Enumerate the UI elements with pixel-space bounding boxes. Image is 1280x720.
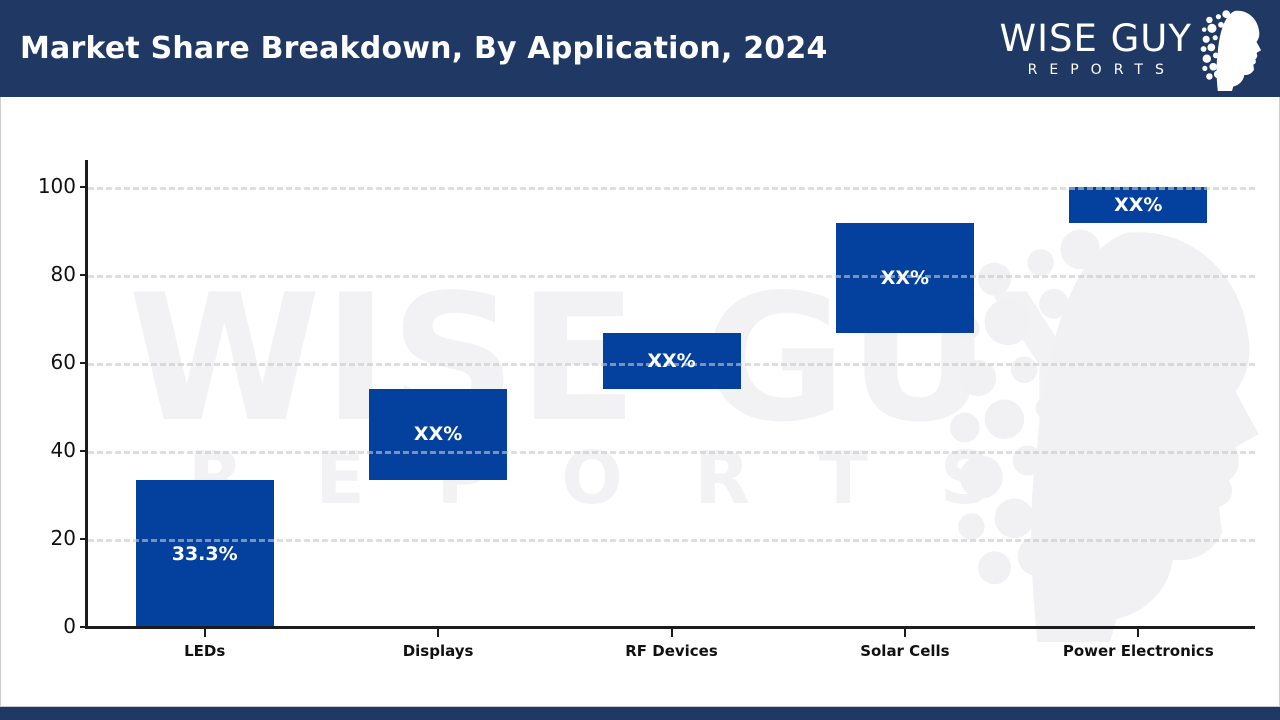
x-axis-label: Displays — [402, 642, 474, 660]
header-bar: Market Share Breakdown, By Application, … — [0, 0, 1280, 97]
bar-solar-cells — [835, 223, 974, 334]
y-tick — [80, 186, 88, 188]
bar-value-label: XX% — [1114, 194, 1163, 217]
x-axis-label: Power Electronics — [1062, 642, 1214, 660]
wise-guy-head-icon — [1200, 9, 1262, 91]
gridline — [88, 187, 1255, 190]
bar-displays — [369, 388, 508, 481]
gridline — [88, 275, 1255, 278]
x-tick — [903, 629, 906, 637]
logo-wordmark: WISE GUY REPORTS — [1000, 20, 1192, 77]
watermark-head-icon — [949, 229, 1259, 642]
y-tick-label: 60 — [50, 350, 76, 374]
x-tick — [203, 629, 206, 637]
y-tick-label: 80 — [50, 262, 76, 286]
x-axis-label: RF Devices — [625, 642, 718, 660]
x-axis-label: Solar Cells — [860, 642, 950, 660]
x-tick — [1137, 629, 1140, 637]
bar-value-label: XX% — [880, 267, 930, 290]
y-tick-label: 100 — [37, 174, 76, 198]
chart-area: WISE GUY REPORTS 0 20 40 60 80 100 33.3% LEDs XX… — [0, 97, 1280, 707]
footer-bar — [0, 706, 1280, 720]
y-tick — [80, 538, 88, 540]
wise-guy-logo: WISE GUY REPORTS — [1000, 7, 1266, 91]
gridline — [88, 363, 1255, 366]
x-tick — [437, 629, 440, 637]
x-axis-label: LEDs — [184, 642, 226, 660]
page-title: Market Share Breakdown, By Application, … — [20, 31, 828, 66]
bar-value-label: XX% — [647, 349, 696, 372]
bar-leds — [135, 480, 274, 627]
gridline — [88, 539, 1255, 542]
watermark-wordmark-line2: REPORTS — [188, 436, 1064, 520]
logo-wordmark-line2: REPORTS — [1027, 62, 1176, 78]
bar-power-electronics — [1069, 187, 1208, 224]
x-tick — [670, 629, 673, 637]
y-tick-label: 20 — [50, 526, 76, 550]
y-tick — [80, 362, 88, 364]
gridline — [88, 451, 1255, 454]
y-tick — [80, 626, 88, 628]
bar-value-label: XX% — [413, 423, 463, 446]
bar-rf-devices — [602, 333, 741, 389]
y-tick — [80, 450, 88, 452]
bar-value-label: 33.3% — [171, 542, 238, 565]
y-tick-label: 0 — [63, 614, 76, 638]
y-tick — [80, 274, 88, 276]
x-axis-line — [85, 626, 1255, 629]
logo-wordmark-line1: WISE GUY — [999, 17, 1192, 60]
y-tick-label: 40 — [50, 438, 76, 462]
y-axis-line — [85, 160, 88, 629]
